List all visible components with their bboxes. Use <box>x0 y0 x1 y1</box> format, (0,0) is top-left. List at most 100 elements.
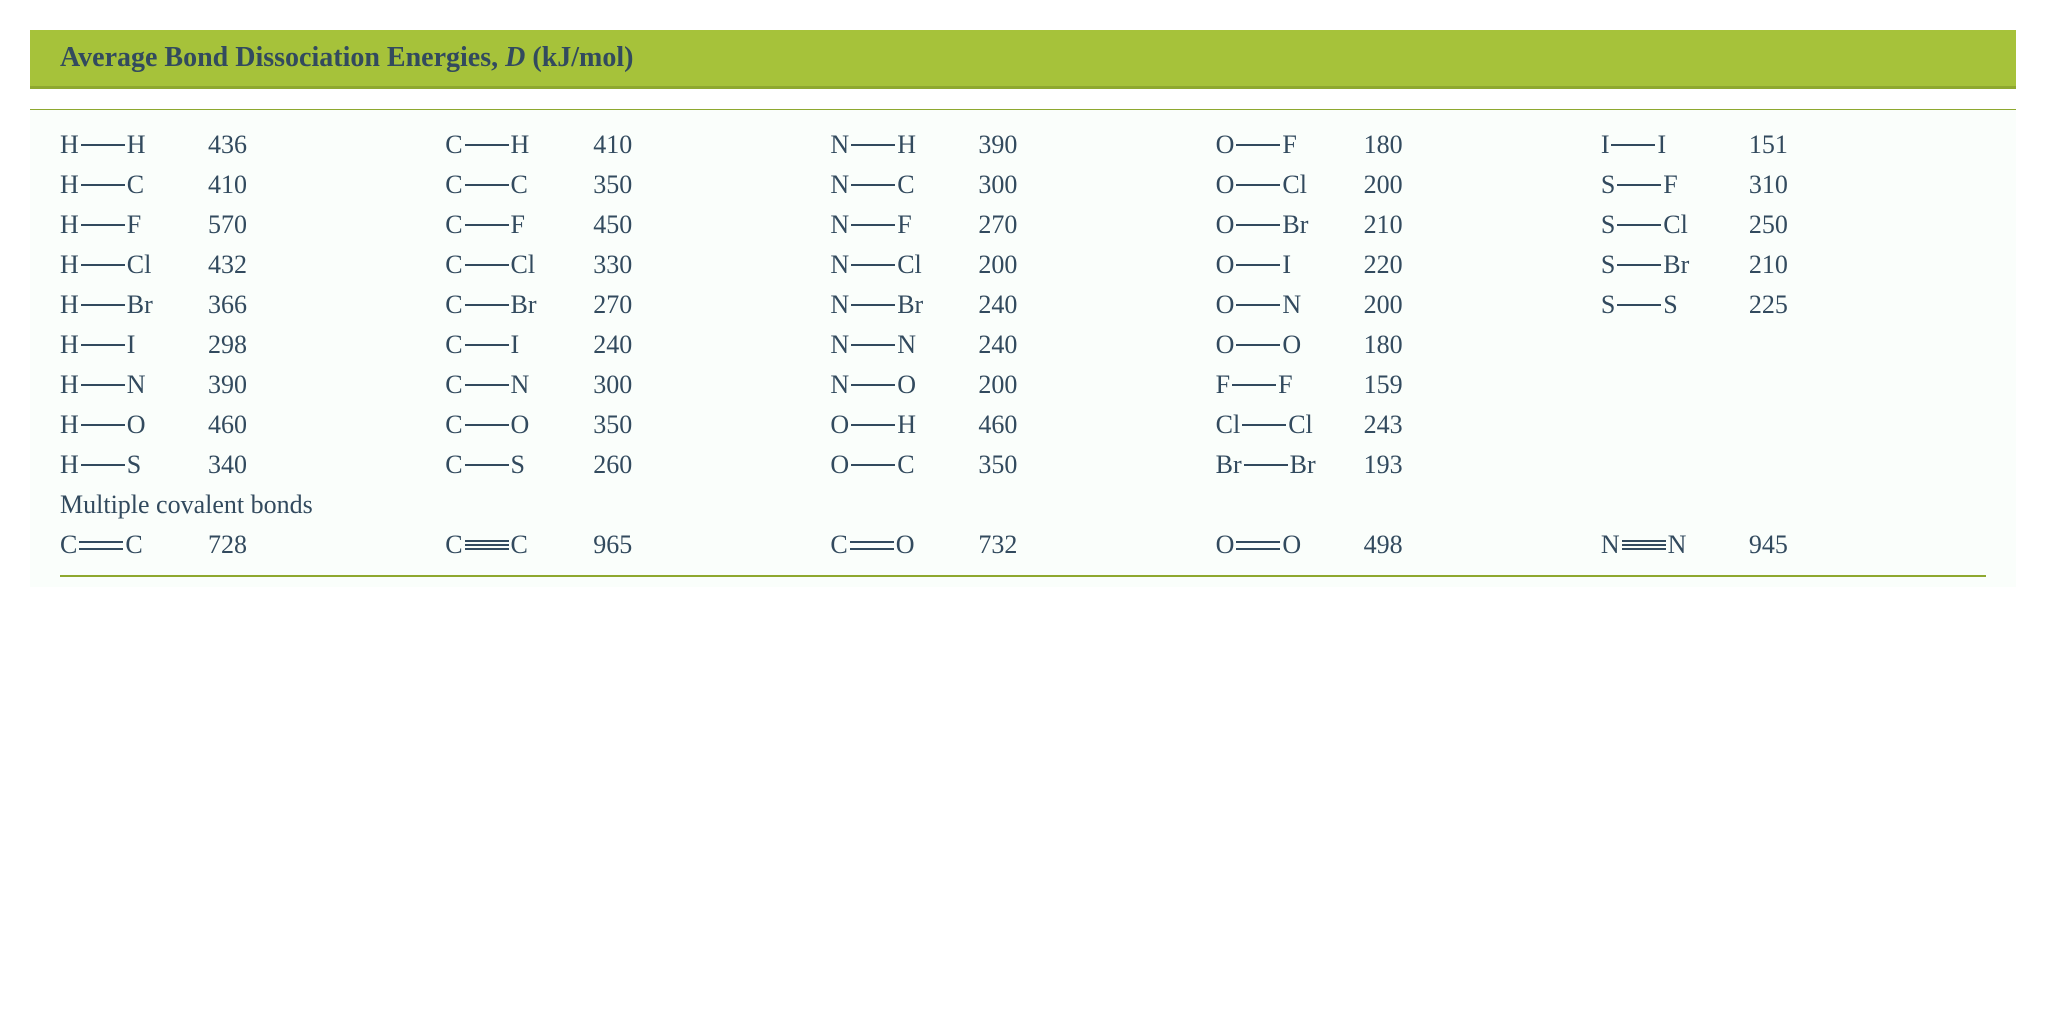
bond-energy-value: 200 <box>1364 290 1403 320</box>
bond-cell: OO 498 <box>1216 530 1601 560</box>
bond-cell: CO350 <box>445 410 830 440</box>
atom-left: Cl <box>1216 410 1241 440</box>
bond-cell: OCl200 <box>1216 170 1601 200</box>
atom-right: Br <box>1663 250 1689 280</box>
bond-energy-value: 300 <box>593 370 632 400</box>
single-bond-icon <box>81 424 125 426</box>
single-bond-icon <box>851 224 895 226</box>
bottom-rule <box>60 575 1986 577</box>
single-bond-icon <box>851 424 895 426</box>
atom-left: H <box>60 410 79 440</box>
bond-energy-value: 300 <box>978 170 1017 200</box>
atom-right: I <box>127 330 136 360</box>
bond-energy-value: 945 <box>1749 530 1788 560</box>
atom-right: F <box>511 210 525 240</box>
bond-energy-value: 180 <box>1364 330 1403 360</box>
atom-right: O <box>896 530 915 560</box>
single-bond-icon <box>851 144 895 146</box>
bond-notation: CF <box>445 210 575 240</box>
atom-right: S <box>511 450 525 480</box>
atom-left: O <box>1216 210 1235 240</box>
atom-right: F <box>1282 130 1296 160</box>
atom-right: O <box>1282 330 1301 360</box>
bond-notation: CBr <box>445 290 575 320</box>
double-bond-icon <box>850 541 894 550</box>
triple-bond-icon <box>465 540 509 550</box>
single-bond-icon <box>1236 224 1280 226</box>
atom-right: Br <box>1290 450 1316 480</box>
bond-cell: HCl432 <box>60 250 445 280</box>
bond-notation: OO <box>1216 330 1346 360</box>
atom-right: N <box>511 370 530 400</box>
bond-cell: O F 180 <box>1216 130 1601 160</box>
single-bond-icon <box>81 464 125 466</box>
atom-right: H <box>511 130 530 160</box>
bond-energy-value: 200 <box>978 250 1017 280</box>
bond-cell: BrBr 193 <box>1216 450 1601 480</box>
atom-left: O <box>1216 130 1235 160</box>
bond-cell: HF570 <box>60 210 445 240</box>
bond-notation: SBr <box>1601 250 1731 280</box>
single-bond-icon <box>81 384 125 386</box>
bond-energy-value: 270 <box>978 210 1017 240</box>
bond-notation: BrBr <box>1216 450 1346 480</box>
bond-cell: CC350 <box>445 170 830 200</box>
table-header-bar: Average Bond Dissociation Energies, D (k… <box>30 30 2016 89</box>
bond-energy-value: 193 <box>1364 450 1403 480</box>
table-row: HO460CO350OH460ClCl243 <box>60 410 1986 440</box>
single-bond-icon <box>465 224 509 226</box>
atom-left: O <box>1216 250 1235 280</box>
bond-energy-value: 570 <box>208 210 247 240</box>
bond-energy-value: 180 <box>1364 130 1403 160</box>
atom-left: I <box>1601 130 1610 160</box>
atom-left: O <box>1216 170 1235 200</box>
bond-cell: OC350 <box>830 450 1215 480</box>
single-bond-icon <box>851 264 895 266</box>
bond-energy-value: 200 <box>978 370 1017 400</box>
atom-left: H <box>60 450 79 480</box>
single-bond-icon <box>1236 304 1280 306</box>
atom-right: O <box>511 410 530 440</box>
bond-cell: I I 151 <box>1601 130 1986 160</box>
bond-cell: NC300 <box>830 170 1215 200</box>
atom-right: Cl <box>1282 170 1307 200</box>
bond-energy-value: 350 <box>593 170 632 200</box>
single-bond-icon <box>81 344 125 346</box>
bond-energy-value: 498 <box>1364 530 1403 560</box>
bond-energy-value: 151 <box>1749 130 1788 160</box>
atom-right: I <box>511 330 520 360</box>
atom-left: C <box>60 530 77 560</box>
bond-energy-value: 270 <box>593 290 632 320</box>
bond-notation: NCl <box>830 250 960 280</box>
bond-cell: SCl250 <box>1601 210 1986 240</box>
bond-energy-value: 340 <box>208 450 247 480</box>
bond-cell: NBr240 <box>830 290 1215 320</box>
atom-left: C <box>445 450 462 480</box>
atom-left: C <box>445 130 462 160</box>
bond-notation: OO <box>1216 530 1346 560</box>
bond-notation: O Cl <box>1216 170 1346 200</box>
bond-notation: NF <box>830 210 960 240</box>
multiple-bonds-row: CC728CC965CO732OO498NN945 <box>60 530 1986 560</box>
atom-right: H <box>897 130 916 160</box>
single-bond-icon <box>1232 384 1276 386</box>
atom-left: S <box>1601 290 1615 320</box>
atom-left: F <box>1216 370 1230 400</box>
triple-bond-icon <box>1622 540 1666 550</box>
bond-energy-value: 436 <box>208 130 247 160</box>
bond-cell: NN945 <box>1601 530 1986 560</box>
atom-right: O <box>127 410 146 440</box>
atom-left: N <box>830 170 849 200</box>
single-bond-icon <box>465 344 509 346</box>
bond-notation: OH <box>830 410 960 440</box>
atom-right: Cl <box>1663 210 1688 240</box>
single-bond-icon <box>1617 224 1661 226</box>
atom-right: H <box>127 130 146 160</box>
single-bond-icon <box>465 304 509 306</box>
bond-notation: CS <box>445 450 575 480</box>
bond-energy-value: 310 <box>1749 170 1788 200</box>
atom-right: I <box>1657 130 1666 160</box>
atom-left: N <box>830 330 849 360</box>
bond-notation: HH <box>60 130 190 160</box>
bond-cell: NCl 200 <box>830 250 1215 280</box>
